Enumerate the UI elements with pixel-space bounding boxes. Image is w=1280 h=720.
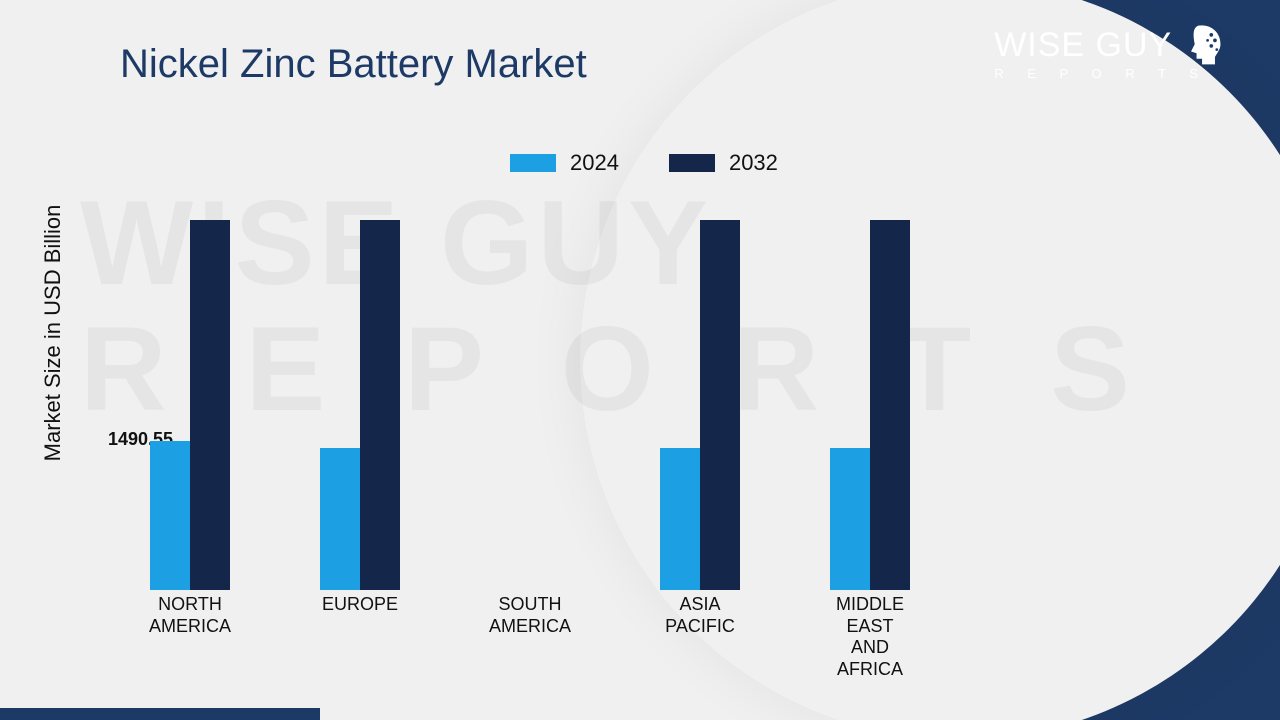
legend-swatch-2032 — [669, 154, 715, 172]
bar-2032 — [360, 220, 400, 590]
bar-group: MIDDLE EAST AND AFRICA — [810, 190, 930, 590]
chart-area: Market Size in USD Billion 2024 2032 149… — [50, 150, 980, 680]
bar-group: NORTH AMERICA — [130, 190, 250, 590]
y-axis-label: Market Size in USD Billion — [40, 205, 66, 462]
bar-group: EUROPE — [300, 190, 420, 590]
brain-head-icon — [1180, 22, 1226, 68]
bar-2024 — [320, 448, 360, 590]
bar-2032 — [870, 220, 910, 590]
bottom-accent-bar — [0, 708, 320, 720]
chart-canvas: WISE GUY R E P O R T S Nickel Zinc Batte… — [0, 0, 1280, 720]
bar-2024 — [660, 448, 700, 590]
legend-label-2024: 2024 — [570, 150, 619, 176]
legend-item-2024: 2024 — [510, 150, 619, 176]
logo-main-row: WISE GUY — [994, 22, 1250, 68]
category-label: EUROPE — [285, 594, 435, 616]
category-label: NORTH AMERICA — [115, 594, 265, 637]
category-label: MIDDLE EAST AND AFRICA — [795, 594, 945, 680]
category-label: SOUTH AMERICA — [455, 594, 605, 637]
legend-swatch-2024 — [510, 154, 556, 172]
chart-title: Nickel Zinc Battery Market — [120, 42, 587, 87]
legend-label-2032: 2032 — [729, 150, 778, 176]
bar-2032 — [190, 220, 230, 590]
bar-group: ASIA PACIFIC — [640, 190, 760, 590]
bar-2024 — [830, 448, 870, 590]
category-label: ASIA PACIFIC — [625, 594, 775, 637]
brand-logo: WISE GUY R E P O R T S — [994, 22, 1250, 81]
legend: 2024 2032 — [510, 150, 778, 176]
legend-item-2032: 2032 — [669, 150, 778, 176]
logo-sub-text: R E P O R T S — [994, 66, 1250, 81]
bar-2024 — [150, 441, 190, 590]
plot-region: 1490.55 NORTH AMERICAEUROPESOUTH AMERICA… — [130, 190, 980, 590]
logo-main-text: WISE GUY — [994, 26, 1172, 65]
bar-group: SOUTH AMERICA — [470, 190, 590, 590]
bar-2032 — [700, 220, 740, 590]
